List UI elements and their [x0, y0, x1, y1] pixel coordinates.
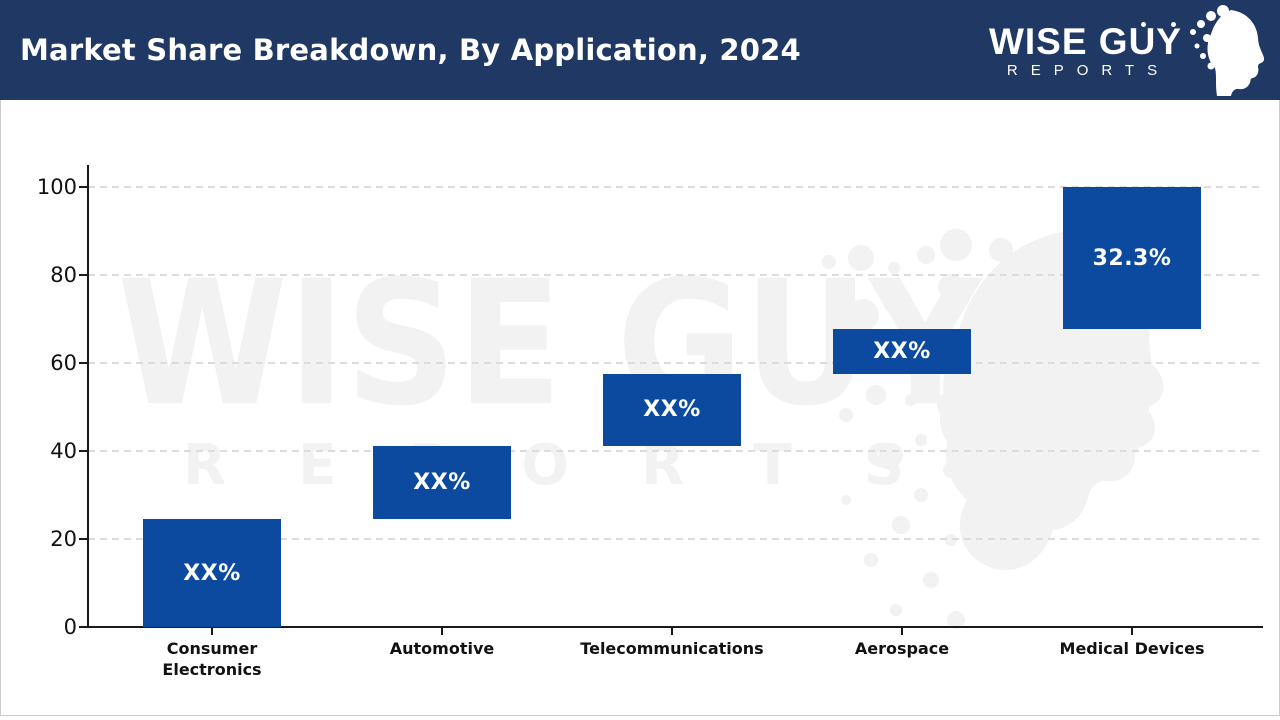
gridline-40	[88, 450, 1263, 452]
x-tick	[211, 628, 213, 635]
bar-value-label: XX%	[873, 339, 931, 365]
y-tick	[79, 538, 87, 540]
bar-consumer-electronics: XX%	[143, 519, 281, 627]
chart-area: WISE GUY REPORTS 0 20 40 60 80 100 XX% Consumer…	[0, 100, 1280, 716]
logo-head-icon	[1190, 5, 1265, 96]
bar-value-label: XX%	[413, 469, 471, 495]
x-axis	[87, 626, 1263, 628]
x-tick	[1131, 628, 1133, 635]
y-tick	[79, 450, 87, 452]
y-tick-label: 100	[36, 175, 77, 199]
x-tick	[671, 628, 673, 635]
y-tick-label: 0	[63, 615, 77, 639]
x-category-label: Telecommunications	[580, 639, 764, 658]
y-tick	[79, 362, 87, 364]
x-category-label: Automotive	[389, 639, 495, 658]
logo-subtext: REPORTS	[1006, 61, 1171, 79]
x-category-label: Aerospace	[854, 639, 950, 658]
gridline-80	[88, 274, 1263, 276]
y-tick	[79, 626, 87, 628]
y-tick-label: 80	[50, 263, 77, 287]
x-category-label: Medical Devices	[1059, 639, 1205, 658]
chart-title: Market Share Breakdown, By Application, …	[20, 33, 801, 67]
y-tick-label: 60	[50, 351, 77, 375]
bar-aerospace: XX%	[833, 329, 971, 374]
header: Market Share Breakdown, By Application, …	[0, 0, 1280, 100]
gridline-100	[88, 186, 1263, 188]
plot: 0 20 40 60 80 100 XX% Consumer Electronics XX% Au…	[1, 100, 1280, 716]
bar-telecommunications: XX%	[603, 374, 741, 446]
bar-value-label: XX%	[643, 397, 701, 423]
y-tick	[79, 274, 87, 276]
y-tick-label: 20	[50, 527, 77, 551]
bar-medical-devices: 32.3%	[1063, 187, 1201, 330]
gridline-20	[88, 538, 1263, 540]
x-tick	[901, 628, 903, 635]
y-tick-label: 40	[50, 439, 77, 463]
logo-wordmark-text: WISE GUY	[988, 20, 1182, 62]
logo-dot-icon	[1171, 21, 1176, 27]
bar-value-label: XX%	[183, 560, 241, 586]
x-tick	[441, 628, 443, 635]
x-category-label: Consumer Electronics	[162, 639, 262, 679]
logo-dot-icon	[1141, 21, 1146, 27]
watermark-subtext: REPORTS	[183, 433, 977, 498]
bar-value-label: 32.3%	[1092, 245, 1172, 271]
gridline-60	[88, 362, 1263, 364]
y-tick	[79, 186, 87, 188]
y-axis	[87, 165, 89, 628]
brand-logo: WISE GUY REPORTS	[989, 4, 1266, 96]
bar-automotive: XX%	[373, 445, 511, 520]
logo-wordmark: WISE GUY REPORTS	[988, 20, 1182, 79]
